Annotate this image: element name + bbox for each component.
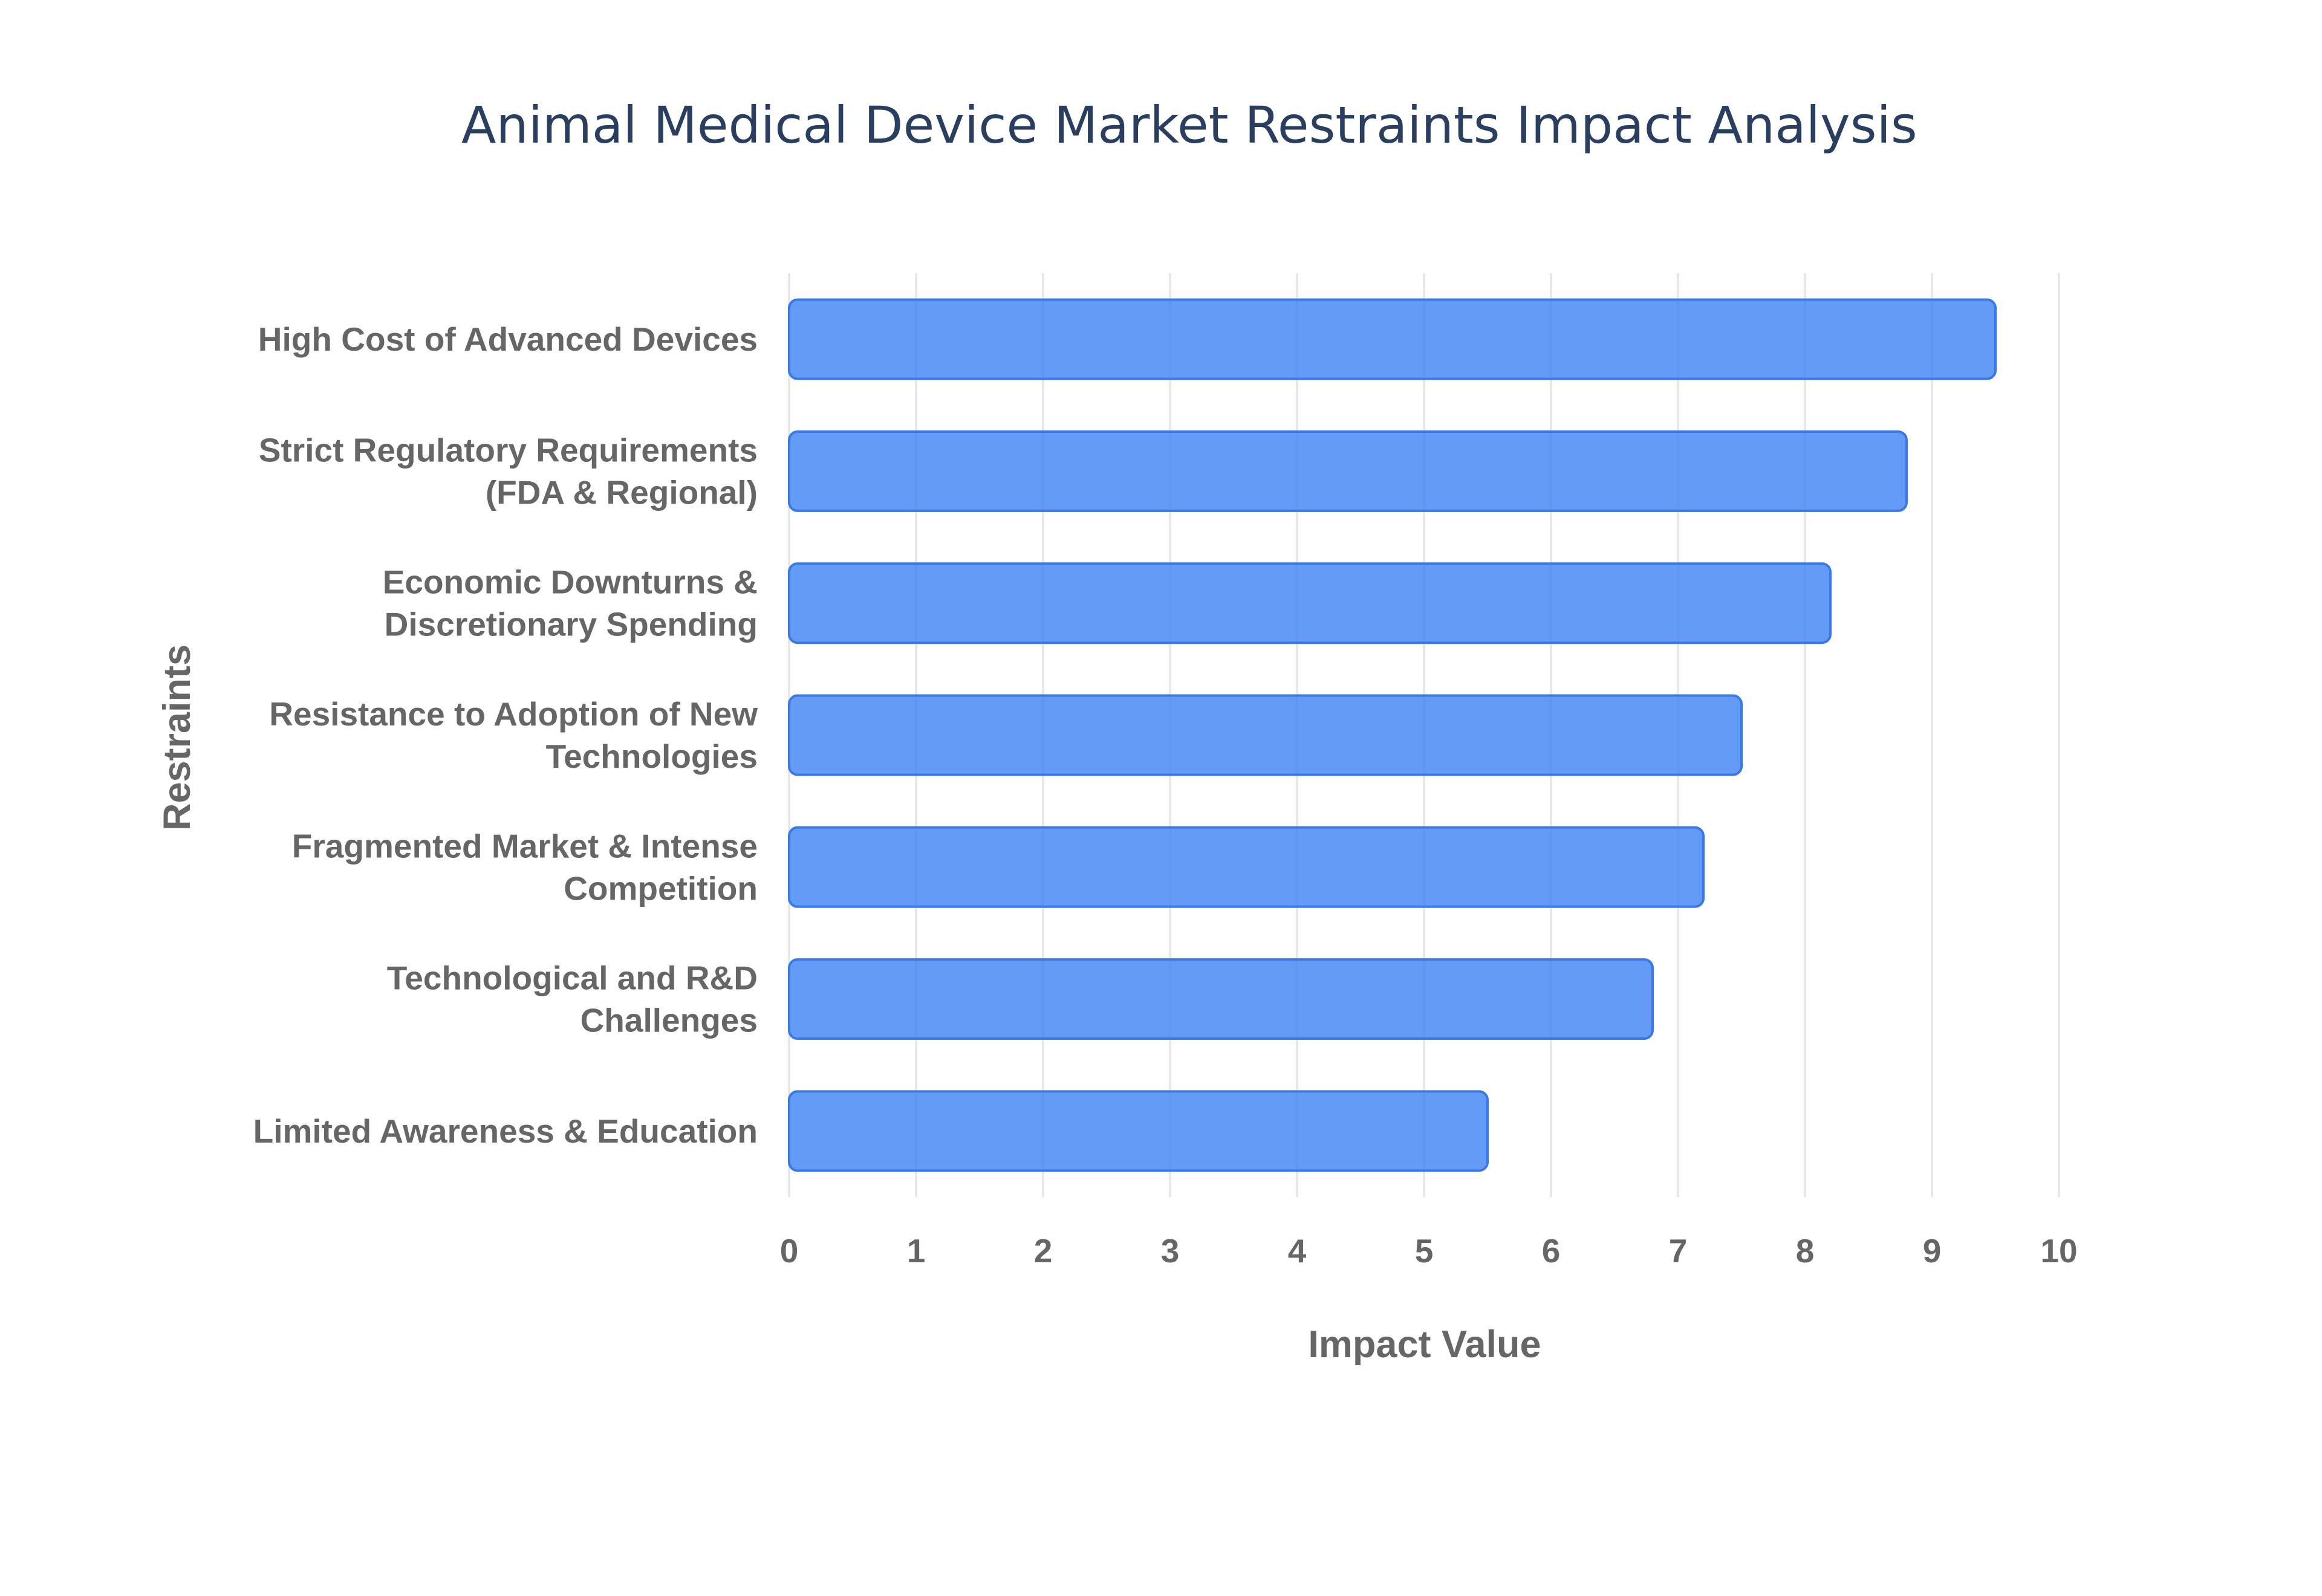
category-label: Economic Downturns & Discretionary Spendi… <box>383 563 758 643</box>
x-tick-label: 7 <box>1669 1232 1688 1270</box>
category-label: High Cost of Advanced Devices <box>258 320 758 358</box>
x-tick-label: 2 <box>1034 1232 1053 1270</box>
x-tick-label: 4 <box>1288 1232 1307 1270</box>
category-label-line: Challenges <box>580 1002 758 1039</box>
category-label-line: Limited Awareness & Education <box>253 1112 758 1150</box>
x-tick-label: 0 <box>780 1232 799 1270</box>
x-tick-label: 6 <box>1542 1232 1561 1270</box>
category-label-line: Resistance to Adoption of New <box>269 695 758 733</box>
bar <box>788 826 1705 908</box>
x-tick-label: 5 <box>1415 1232 1434 1270</box>
x-tick-label: 10 <box>2040 1232 2077 1270</box>
category-labels: High Cost of Advanced Devices Strict Regu… <box>253 320 758 1150</box>
x-tick-label: 3 <box>1161 1232 1180 1270</box>
chart-title: Animal Medical Device Market Restraints … <box>461 96 1917 155</box>
category-label: Limited Awareness & Education <box>253 1112 758 1150</box>
category-label-line: Fragmented Market & Intense <box>292 827 758 864</box>
category-label: Strict Regulatory Requirements (FDA & Reg… <box>259 431 758 511</box>
x-tick-label: 1 <box>907 1232 926 1270</box>
bar <box>788 1090 1489 1172</box>
y-axis-title: Restraints <box>156 644 198 831</box>
category-label: Fragmented Market & Intense Competition <box>292 827 758 907</box>
category-label-line: Technologies <box>546 738 758 775</box>
category-label-line: (FDA & Regional) <box>486 473 758 511</box>
category-label-line: Competition <box>564 869 758 907</box>
category-label-line: Discretionary Spending <box>385 606 758 643</box>
category-label-line: High Cost of Advanced Devices <box>258 320 758 358</box>
bar <box>788 430 1908 512</box>
x-tick-labels: 0 1 2 3 4 5 6 7 8 9 10 <box>780 1232 2078 1270</box>
bar <box>788 958 1654 1040</box>
x-axis-title: Impact Value <box>1308 1323 1541 1366</box>
category-label-line: Economic Downturns & <box>383 563 758 601</box>
bars <box>788 298 1997 1172</box>
x-tick-label: 8 <box>1796 1232 1815 1270</box>
x-tick-label: 9 <box>1923 1232 1942 1270</box>
bar <box>788 298 1997 380</box>
bar <box>788 694 1743 776</box>
category-label-line: Strict Regulatory Requirements <box>259 431 758 469</box>
category-label: Technological and R&D Challenges <box>387 959 758 1039</box>
category-label: Resistance to Adoption of New Technologie… <box>269 695 758 775</box>
bar <box>788 562 1832 644</box>
category-label-line: Technological and R&D <box>387 959 758 997</box>
